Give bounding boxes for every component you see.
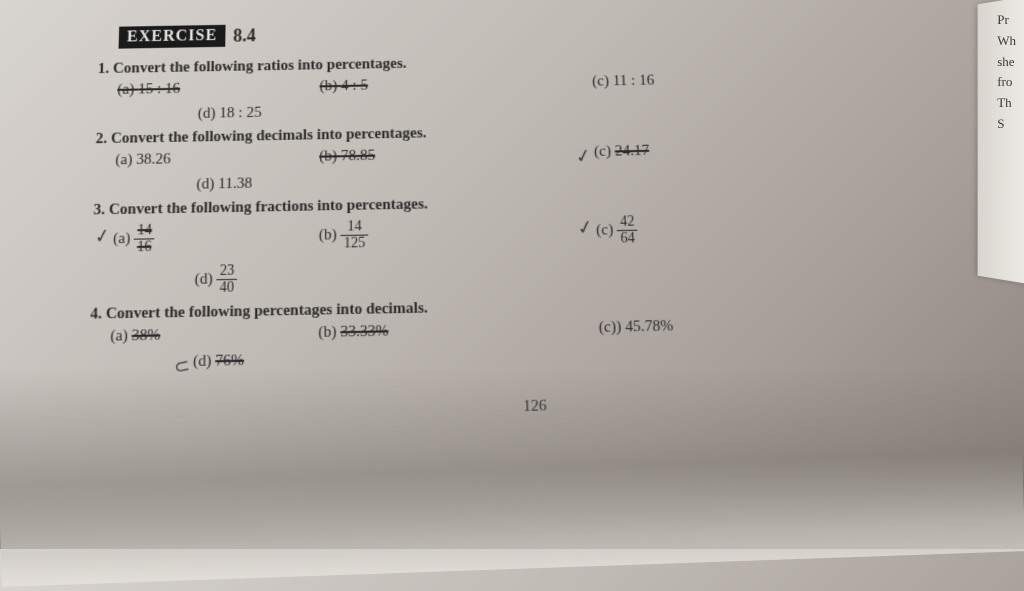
fraction: 4264 — [617, 214, 639, 248]
option-d: ⊂(d) 76% — [193, 350, 360, 371]
checkmark-icon: ✓ — [576, 216, 595, 241]
option-c: (c) 11 : 16 — [592, 71, 754, 91]
question-number: 1. — [98, 61, 110, 77]
question-2: 2. Convert the following decimals into p… — [84, 116, 977, 196]
question-prompt: Convert the following decimals into perc… — [111, 125, 427, 147]
checkmark-icon: ⊂ — [173, 354, 192, 379]
option-a: (a) 38.26 — [115, 149, 278, 169]
fraction: 14125 — [341, 219, 369, 253]
exercise-label: EXERCISE — [119, 25, 226, 49]
question-3: 3. Convert the following fractions into … — [80, 186, 984, 299]
option-a: ✓(a) 1416 — [113, 220, 278, 256]
question-4: 4. Convert the following percentages int… — [78, 289, 989, 373]
option-a: (a) 38% — [110, 324, 277, 345]
options-row: ✓(a) 1416 (b) 14125 ✓(c) 4264 (d) 2340 — [111, 208, 984, 299]
page-number: 126 — [76, 389, 992, 424]
checkmark-icon: ✓ — [574, 145, 593, 169]
options-row: (a) 38% (b) 33.33% (c)) 45.78% ⊂(d) 76% — [109, 312, 989, 373]
question-number: 4. — [90, 305, 102, 322]
option-c: ✓(c) 4264 — [596, 212, 761, 248]
checkmark-icon: ✓ — [93, 224, 111, 249]
exercise-number: 8.4 — [233, 25, 256, 46]
option-d: (d) 11.38 — [196, 173, 360, 193]
option-d: (d) 18 : 25 — [198, 103, 360, 123]
question-prompt: Convert the following percentages into d… — [106, 299, 428, 322]
exercise-header: EXERCISE 8.4 — [119, 24, 256, 48]
options-row: (a) 15 : 16 (b) 4 : 5 (c) 11 : 16 (d) 18… — [116, 67, 971, 124]
option-c: (c)) 45.78% — [599, 316, 766, 337]
options-row: (a) 38.26 (b) 78.85 ✓(c) 24.17 (d) 11.38 — [114, 137, 976, 195]
question-1: 1. Convert the following ratios into per… — [86, 46, 972, 125]
option-a: (a) 15 : 16 — [117, 79, 279, 99]
question-prompt: Convert the following ratios into percen… — [113, 56, 407, 77]
option-b: (b) 33.33% — [318, 321, 484, 342]
option-b: (b) 78.85 — [319, 146, 482, 166]
fraction: 2340 — [216, 263, 237, 297]
question-number: 3. — [93, 202, 105, 219]
fraction: 1416 — [134, 223, 155, 257]
question-prompt: Convert the following fractions into per… — [109, 196, 428, 218]
option-d: (d) 2340 — [194, 261, 360, 298]
option-b: (b) 4 : 5 — [320, 75, 482, 95]
question-number: 2. — [95, 131, 107, 148]
option-c: ✓(c) 24.17 — [594, 141, 757, 161]
option-b: (b) 14125 — [319, 217, 484, 253]
